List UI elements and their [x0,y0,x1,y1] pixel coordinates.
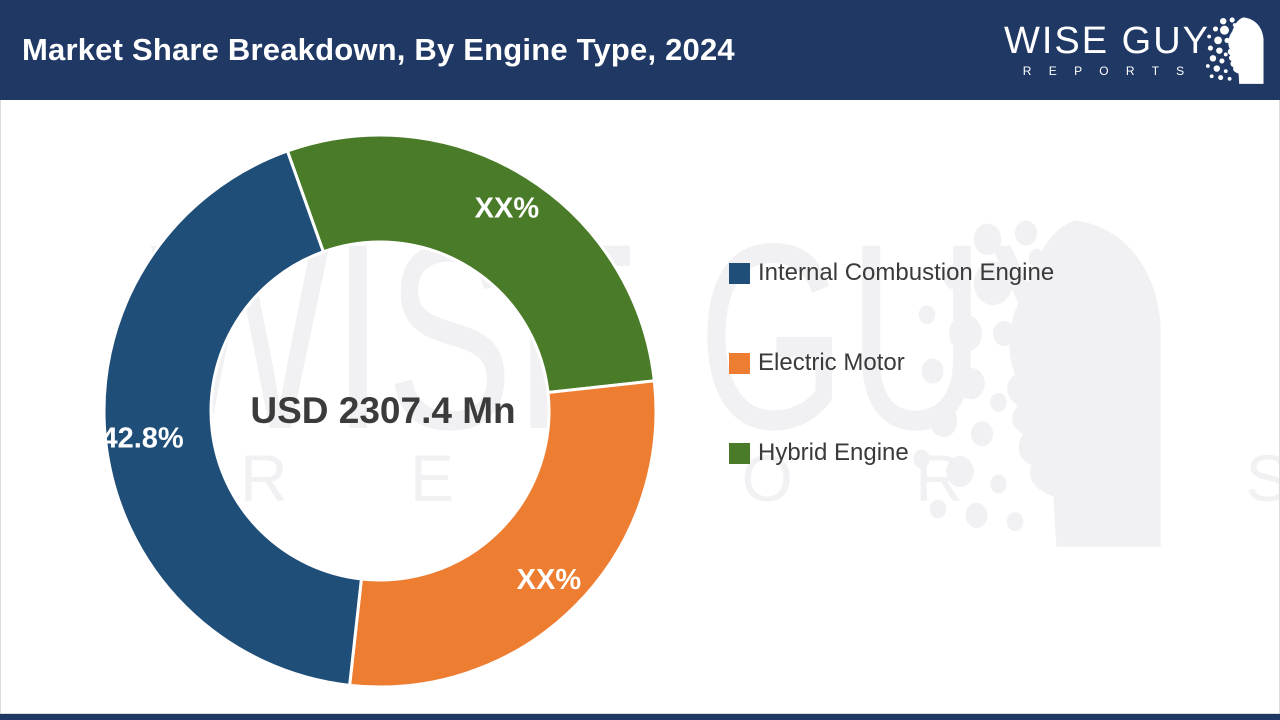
footer-bar [0,714,1280,720]
segment-label-hybrid-engine: XX% [475,192,540,224]
logo-wordmark: WISE GUY [1003,20,1210,62]
logo-face-icon [1205,17,1264,84]
watermark-face-icon [913,220,1161,547]
donut-chart: XX% XX% 42.8% [101,133,658,689]
legend-item-hybrid-engine: Hybrid Engine [729,439,1054,466]
donut-segment-electric-motor [348,379,658,689]
logo-subtitle: R E P O R T S [1022,64,1192,78]
legend-swatch [729,442,750,464]
header-bar: Market Share Breakdown, By Engine Type, … [0,0,1280,100]
legend-item-label: Electric Motor [758,349,905,376]
legend-swatch [729,262,750,284]
legend-item-label: Internal Combustion Engine [758,259,1055,286]
donut-segment-hybrid-engine [285,133,656,395]
segment-label-electric-motor: XX% [517,564,582,596]
legend-item-electric-motor: Electric Motor [729,349,1054,376]
legend-item-internal-combustion-engine: Internal Combustion Engine [729,259,1055,286]
segment-label-internal-combustion-engine: 42.8% [101,423,183,455]
legend-item-label: Hybrid Engine [758,439,909,466]
legend-swatch [729,352,750,374]
donut-center-value: USD 2307.4 Mn [250,390,516,431]
page-title: Market Share Breakdown, By Engine Type, … [22,32,735,67]
wise-guy-logo: WISE GUY R E P O R T S [1004,8,1268,92]
legend: Internal Combustion Engine Electric Moto… [729,259,1055,532]
donut-segment-internal-combustion-engine [102,149,363,687]
